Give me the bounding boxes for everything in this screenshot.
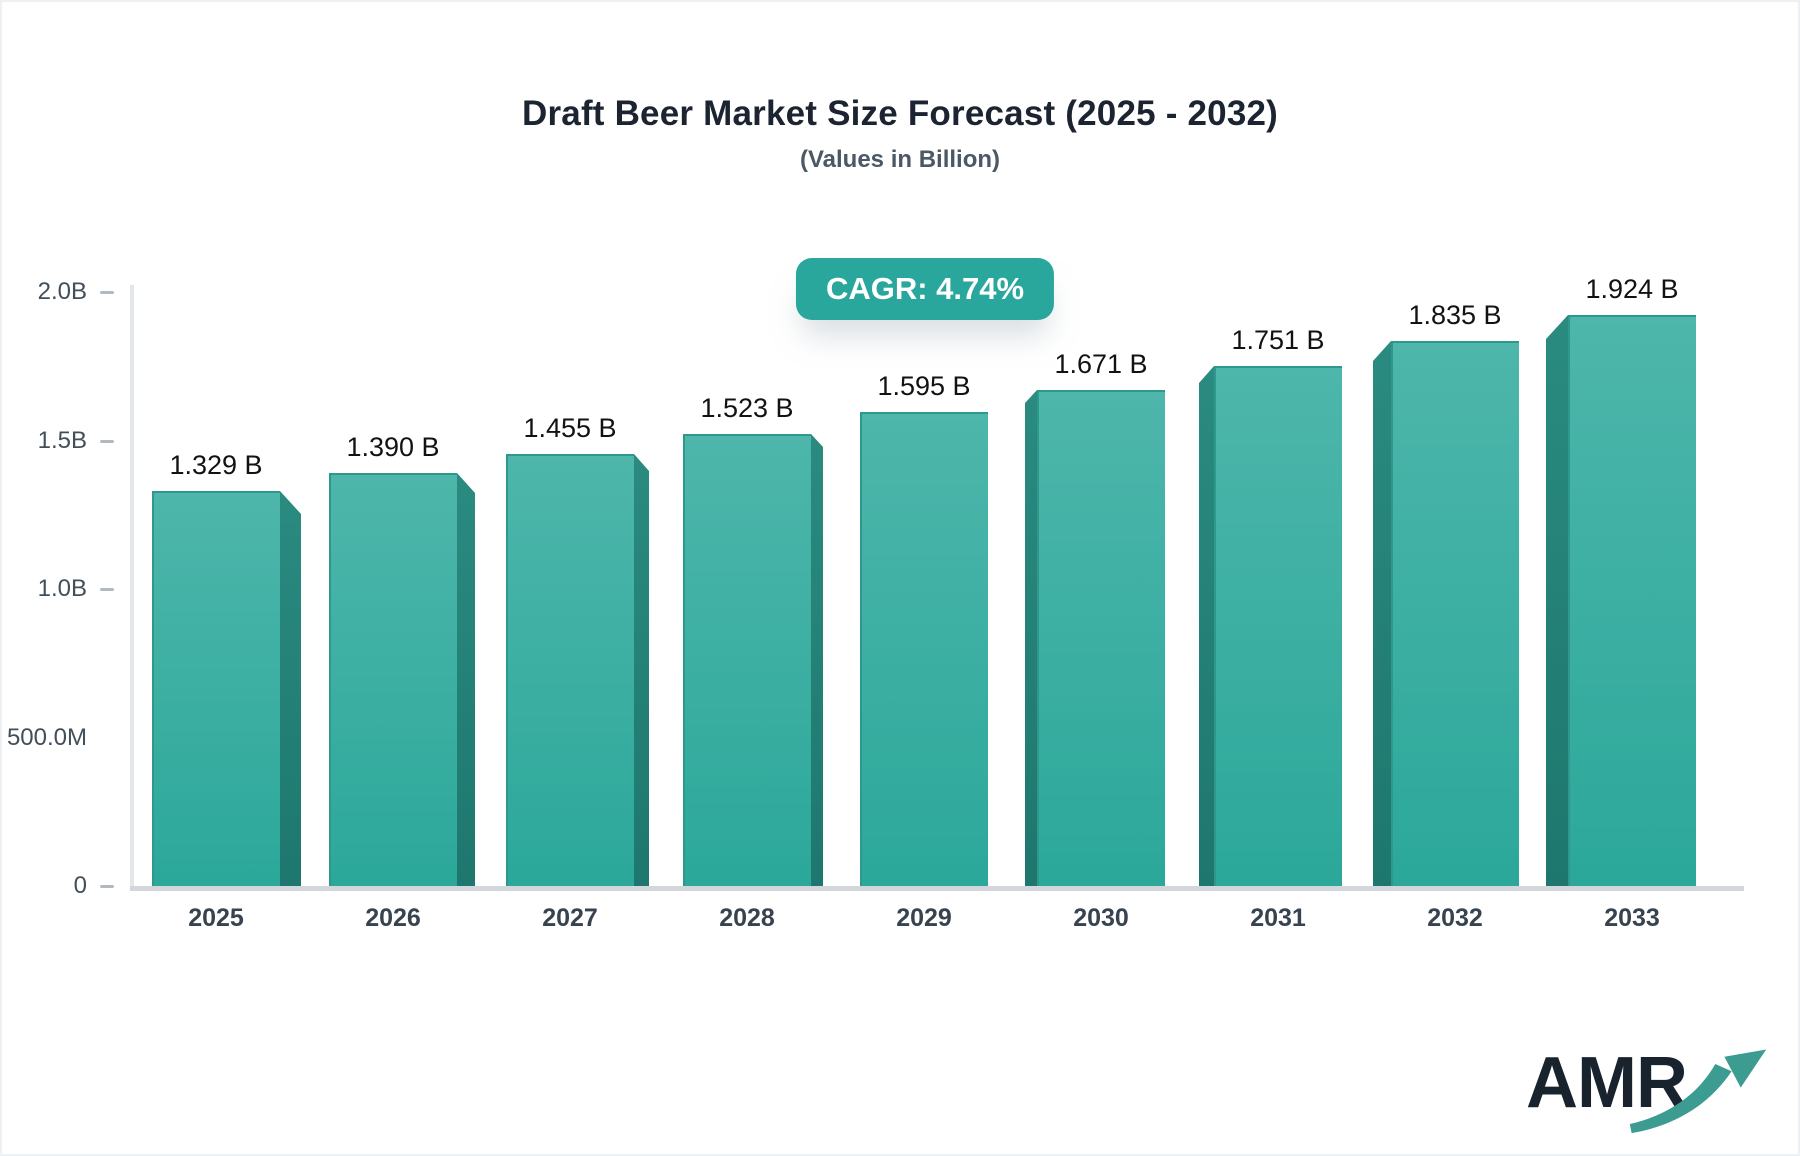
- chart-header: Draft Beer Market Size Forecast (2025 - …: [2, 94, 1798, 174]
- x-category-label: 2031: [1250, 904, 1306, 932]
- x-category-label: 2026: [365, 904, 421, 932]
- y-tick-dash: [100, 291, 114, 294]
- x-category-label: 2028: [719, 904, 775, 932]
- bar-side-face: [280, 491, 301, 886]
- y-tick-dash: [100, 588, 114, 591]
- x-category-label: 2030: [1073, 904, 1129, 932]
- bar-side-face: [457, 473, 475, 886]
- y-tick-label: 1.5B: [37, 426, 87, 454]
- bar-value-label: 1.924 B: [1585, 274, 1679, 304]
- bar-side-face: [1025, 390, 1037, 886]
- x-category-label: 2032: [1427, 904, 1483, 932]
- bar-value-label: 1.523 B: [700, 393, 794, 423]
- bar: [1037, 390, 1165, 886]
- x-axis-line: [130, 886, 1744, 891]
- bar: [860, 412, 988, 886]
- y-tick-label: 2.0B: [37, 278, 87, 305]
- bar: [1568, 315, 1696, 886]
- y-tick-dash: [100, 439, 114, 443]
- y-tick-dash: [100, 885, 114, 888]
- y-tick-label: 0: [73, 872, 87, 899]
- x-category-label: 2025: [188, 904, 244, 932]
- bar-value-label: 1.595 B: [877, 371, 971, 401]
- bar-value-label: 1.390 B: [346, 432, 440, 462]
- x-category-label: 2027: [542, 904, 598, 932]
- x-category-label: 2033: [1604, 904, 1660, 932]
- bar-side-face: [811, 434, 823, 886]
- x-category-label: 2029: [896, 904, 952, 932]
- growth-arrow-icon: [1629, 1049, 1767, 1134]
- bar-value-label: 1.751 B: [1231, 325, 1325, 355]
- bar-value-label: 1.671 B: [1054, 349, 1148, 379]
- bar-value-label: 1.455 B: [523, 413, 617, 443]
- bar: [683, 434, 811, 886]
- y-axis-line: [130, 285, 134, 891]
- bar: [152, 491, 280, 886]
- bar-side-face: [1546, 315, 1568, 886]
- bar-side-face: [634, 454, 649, 886]
- bar: [329, 473, 457, 886]
- bar-value-label: 1.329 B: [169, 450, 263, 480]
- bar-side-face: [1199, 366, 1214, 886]
- chart-title: Draft Beer Market Size Forecast (2025 - …: [521, 94, 1278, 133]
- bar-value-label: 1.835 B: [1408, 300, 1502, 330]
- y-tick-label: 500.0M: [6, 723, 87, 751]
- chart-subtitle: (Values in Billion): [799, 146, 1001, 173]
- amr-logo-text: AMR: [1526, 1043, 1688, 1123]
- bar: [506, 454, 634, 886]
- bar-side-face: [1373, 341, 1391, 886]
- amr-logo: AMR: [1526, 1032, 1796, 1142]
- y-tick-label: 1.0B: [37, 575, 87, 602]
- cagr-badge: CAGR: 4.74%: [795, 258, 1055, 320]
- bar: [1214, 366, 1342, 886]
- bar: [1391, 341, 1519, 886]
